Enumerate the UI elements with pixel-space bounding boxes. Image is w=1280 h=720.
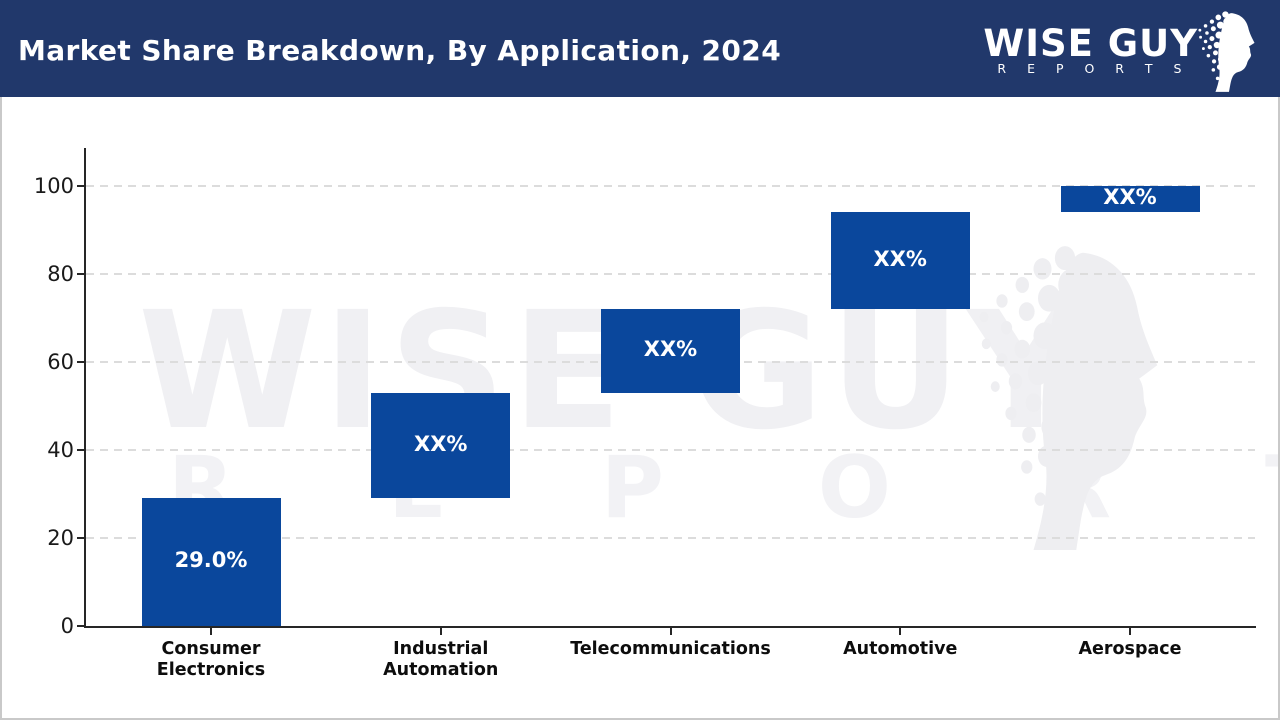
category-label-industrial-automation: Industrial Automation — [383, 639, 499, 680]
bar-value-label-aerospace: XX% — [1103, 185, 1157, 210]
header-bar: Market Share Breakdown, By Application, … — [0, 0, 1280, 97]
y-tick-100 — [77, 185, 85, 187]
category-label-aerospace: Aerospace — [1078, 639, 1182, 659]
bar-consumer-electronics — [141, 498, 281, 626]
y-tick-label-100: 100 — [33, 174, 74, 198]
y-axis-line — [84, 148, 86, 628]
bar-value-label-telecommunications: XX% — [643, 337, 698, 361]
bar-telecommunications — [601, 309, 740, 393]
x-tick-aerospace — [1129, 627, 1131, 635]
x-tick-automotive — [899, 627, 902, 635]
gridline-20 — [86, 537, 1255, 539]
category-label-telecommunications: Telecommunications — [570, 639, 771, 659]
bar-value-label-consumer-electronics: 29.0% — [174, 548, 248, 573]
bar-aerospace — [1060, 186, 1200, 213]
bar-value-label-industrial-automation: XX% — [414, 431, 468, 456]
bar-value-label-automotive: XX% — [873, 246, 927, 271]
category-label-consumer-electronics: Consumer Electronics — [156, 639, 266, 680]
y-tick-label-0: 0 — [60, 614, 74, 638]
gridline-80 — [86, 273, 1255, 275]
gridline-100 — [86, 185, 1255, 187]
gridline-40 — [86, 449, 1255, 451]
page-title: Market Share Breakdown, By Application, … — [18, 34, 782, 67]
y-tick-80 — [77, 273, 85, 275]
y-tick-label-80: 80 — [47, 262, 74, 286]
brand-subtitle: R E P O R T S — [997, 60, 1190, 76]
brand-logo: WISE GUY R E P O R T S — [983, 6, 1270, 94]
bar-industrial-automation — [371, 392, 511, 499]
x-tick-consumer-electronics — [210, 627, 212, 635]
brand-name: WISE GUY — [983, 22, 1198, 66]
y-tick-label-40: 40 — [47, 438, 74, 462]
y-tick-40 — [77, 449, 85, 451]
y-tick-20 — [77, 537, 85, 539]
y-tick-60 — [77, 361, 85, 363]
category-label-automotive: Automotive — [843, 639, 958, 659]
x-tick-industrial-automation — [439, 627, 442, 635]
watermark-dotted-head-profile-icon — [948, 226, 1173, 558]
x-tick-telecommunications — [669, 627, 672, 635]
y-tick-label-60: 60 — [47, 350, 74, 374]
bar-automotive — [830, 212, 970, 310]
brand-logo-text: WISE GUY R E P O R T S — [983, 22, 1198, 76]
y-tick-0 — [77, 625, 85, 627]
y-tick-label-20: 20 — [47, 526, 74, 550]
